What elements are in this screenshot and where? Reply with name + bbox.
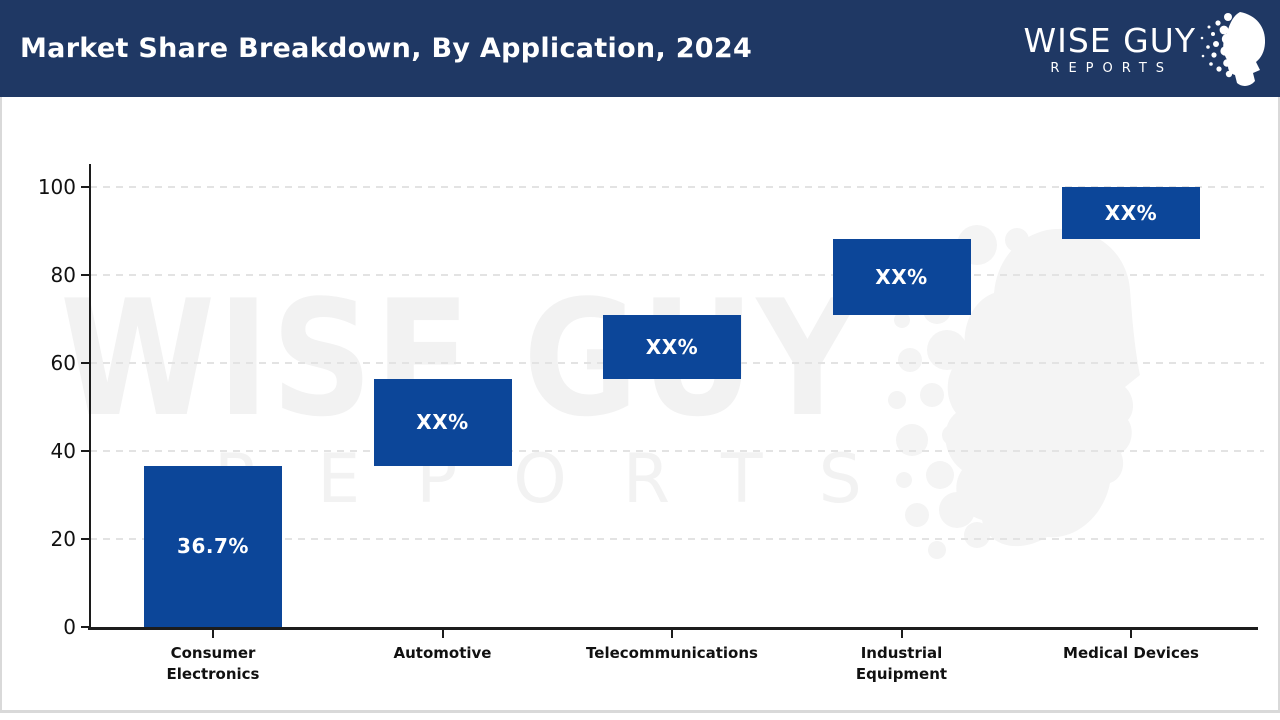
gridline-40 <box>90 450 1264 452</box>
bar-value-label-medical-devices: XX% <box>1104 201 1158 226</box>
wiseguy-logo-wordmark: WISE GUY REPORTS <box>1023 20 1196 76</box>
bar-industrial-equipment: XX% <box>832 239 971 316</box>
x-tick-label-medical-devices: Medical Devices <box>1063 644 1199 662</box>
wiseguy-logo: WISE GUY REPORTS <box>1023 8 1274 92</box>
gridline-80 <box>90 274 1264 276</box>
bar-telecommunications: XX% <box>603 315 741 380</box>
bar-consumer-electronics: 36.7% <box>144 465 282 627</box>
header-bar: Market Share Breakdown, By Application, … <box>0 0 1280 97</box>
x-tick-label-telecommunications: Telecommunications <box>586 644 758 662</box>
y-tick-0 <box>81 626 89 628</box>
logo-line1: WISE GUY <box>1023 20 1196 60</box>
bar-automotive: XX% <box>373 379 512 466</box>
y-tick-label-40: 40 <box>50 439 76 463</box>
y-tick-80 <box>81 274 89 276</box>
y-axis-spine <box>89 164 91 629</box>
y-tick-40 <box>81 450 89 452</box>
dotted-face-icon <box>1200 11 1266 86</box>
y-tick-label-60: 60 <box>50 351 76 375</box>
y-tick-60 <box>81 362 89 364</box>
bar-value-label-industrial-equipment: XX% <box>875 265 928 290</box>
x-tick-telecommunications <box>671 630 673 638</box>
x-tick-label-industrial-equipment: Industrial Equipment <box>855 644 948 683</box>
y-tick-100 <box>81 186 89 188</box>
gridline-20 <box>90 538 1264 540</box>
y-tick-label-100: 100 <box>37 175 76 199</box>
y-tick-label-80: 80 <box>50 263 76 287</box>
x-tick-label-consumer-electronics: Consumer Electronics <box>166 644 260 683</box>
y-tick-20 <box>81 538 89 540</box>
x-tick-consumer-electronics <box>212 630 214 638</box>
bar-medical-devices: XX% <box>1062 187 1200 240</box>
y-tick-label-20: 20 <box>50 527 76 551</box>
bar-value-label-consumer-electronics: 36.7% <box>177 534 249 559</box>
bar-value-label-automotive: XX% <box>416 410 469 435</box>
watermark-wordmark-line2: REPORTS <box>214 440 918 519</box>
x-tick-medical-devices <box>1130 630 1132 638</box>
x-axis-spine <box>88 627 1258 630</box>
y-tick-label-0: 0 <box>63 615 76 639</box>
x-tick-industrial-equipment <box>900 630 903 638</box>
bar-value-label-telecommunications: XX% <box>645 335 699 360</box>
x-tick-label-automotive: Automotive <box>393 644 492 662</box>
page-title: Market Share Breakdown, By Application, … <box>20 33 753 64</box>
logo-line2: REPORTS <box>1050 60 1174 76</box>
chart-card: WISE GUY REPORTS 0 20 40 60 80 100 36.7% Consum… <box>0 97 1280 713</box>
x-tick-automotive <box>441 630 444 638</box>
gridline-100 <box>90 186 1264 188</box>
